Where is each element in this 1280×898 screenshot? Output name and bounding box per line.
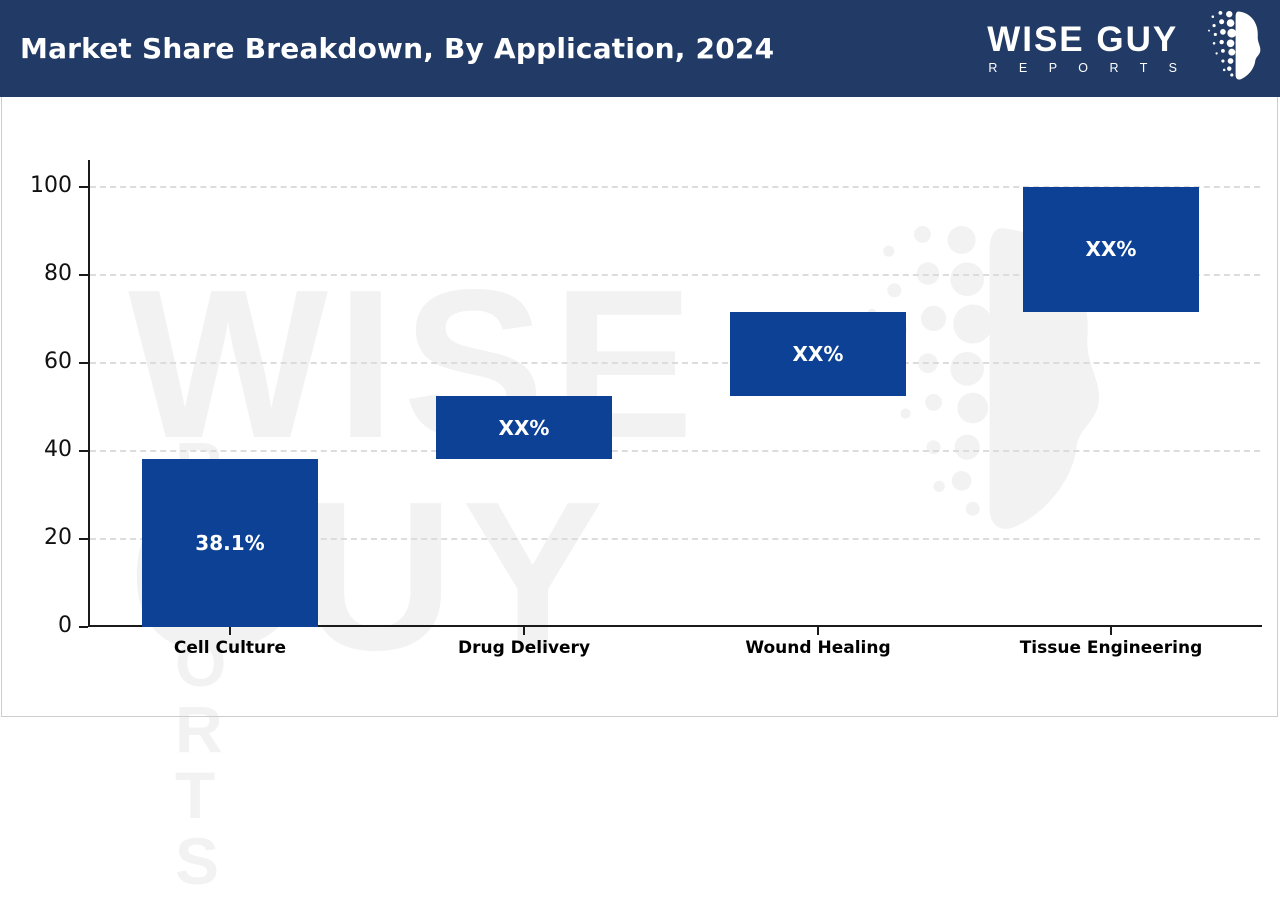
bar-value-label-wound-healing: XX% [792,341,844,366]
y-tick-20 [79,538,88,540]
y-axis-line [88,160,90,627]
y-tick-80 [79,274,88,276]
bar-drug-delivery: XX% [436,396,612,460]
x-tick-label-cell-culture: Cell Culture [173,638,287,658]
y-tick-label-80: 80 [44,261,72,286]
y-tick-label-60: 60 [44,349,72,374]
x-tick-label-tissue-engineering: Tissue Engineering [1019,638,1203,658]
chart-title: Market Share Breakdown, By Application, … [20,32,775,65]
gridline-y-80 [90,274,1260,276]
x-tick-tissue-engineering [1110,627,1112,635]
brand-logo-text: WISE GUY R E P O R T S [979,22,1186,75]
bar-wound-healing: XX% [730,311,906,396]
y-tick-40 [79,450,88,452]
y-tick-0 [79,626,88,628]
header-bar: Market Share Breakdown, By Application, … [0,0,1280,97]
x-axis-line [88,625,1262,627]
chart-plot-area: 0 20 40 60 80 100 38.1% Cell Culture XX% Drug Del… [0,97,1280,720]
bar-value-label-tissue-engineering: XX% [1085,237,1137,262]
bar-cell-culture: 38.1% [142,459,318,627]
y-tick-label-100: 100 [30,173,72,198]
brand-subtitle: R E P O R T S [988,61,1186,75]
x-tick-wound-healing [817,627,819,635]
gridline-y-60 [90,362,1260,364]
y-tick-label-0: 0 [58,613,72,638]
gridline-y-20 [90,538,1260,540]
bar-value-label-drug-delivery: XX% [498,415,550,440]
bar-value-label-cell-culture: 38.1% [195,531,265,556]
y-tick-100 [79,186,88,188]
bar-tissue-engineering: XX% [1023,187,1199,312]
gridline-y-40 [90,450,1260,452]
x-tick-drug-delivery [523,627,525,635]
brand-name: WISE GUY [987,20,1179,59]
x-tick-label-drug-delivery: Drug Delivery [457,638,591,658]
brand-face-icon [1208,10,1261,80]
x-tick-cell-culture [229,627,231,635]
y-tick-label-20: 20 [44,525,72,550]
gridline-y-100 [90,186,1260,188]
x-tick-label-wound-healing: Wound Healing [745,638,891,658]
y-tick-label-40: 40 [44,437,72,462]
y-tick-60 [79,362,88,364]
brand-logo: WISE GUY R E P O R T S [979,7,1280,91]
